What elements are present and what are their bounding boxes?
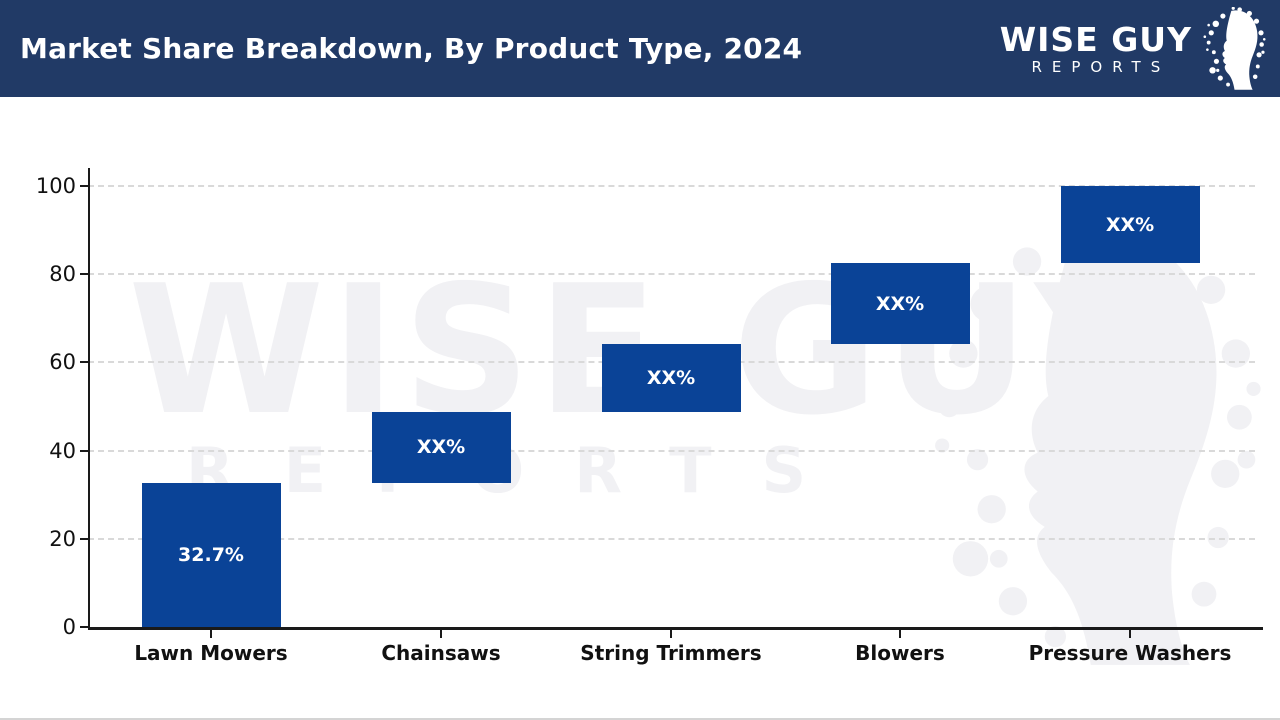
x-tick-label: Blowers xyxy=(855,641,945,665)
x-tick xyxy=(1129,630,1131,638)
x-tick-label: Pressure Washers xyxy=(1028,641,1232,665)
y-gridline xyxy=(88,449,1255,452)
y-tick xyxy=(80,626,88,628)
bar: XX% xyxy=(830,263,970,345)
waterfall-chart: 0 20 40 60 80 100 32.7% Lawn Mowers XX% Chainsaws… xyxy=(0,97,1280,720)
header-bar: Market Share Breakdown, By Product Type,… xyxy=(0,0,1280,97)
y-axis-line xyxy=(88,168,90,627)
bar-value-label: 32.7% xyxy=(178,543,244,566)
y-tick-label: 20 xyxy=(49,526,76,551)
x-tick-label: Lawn Mowers xyxy=(134,641,288,665)
x-axis-line xyxy=(88,627,1263,630)
y-tick xyxy=(80,537,88,540)
bar: 32.7% xyxy=(141,482,281,627)
y-tick xyxy=(80,449,88,452)
logo-wordmark: WISE GUY xyxy=(999,19,1192,59)
bar: XX% xyxy=(371,411,511,483)
y-tick-label: 100 xyxy=(35,174,76,198)
x-tick xyxy=(899,630,901,638)
y-tick-label: 80 xyxy=(49,262,76,287)
x-tick-label: Chainsaws xyxy=(381,641,501,665)
x-tick-label: String Trimmers xyxy=(580,641,762,665)
page-title: Market Share Breakdown, By Product Type,… xyxy=(20,32,803,65)
bar: XX% xyxy=(1060,186,1200,264)
wise-guy-logo: WISE GUY REPORTS xyxy=(1000,6,1280,91)
bar-value-label: XX% xyxy=(875,292,925,315)
y-tick-label: 60 xyxy=(49,350,76,375)
y-gridline xyxy=(88,273,1255,276)
bar-value-label: XX% xyxy=(416,436,466,459)
x-tick xyxy=(210,630,212,638)
logo-subtitle: REPORTS xyxy=(1031,57,1171,76)
x-tick xyxy=(670,630,672,638)
bar: XX% xyxy=(601,344,741,412)
logo-head-icon xyxy=(1203,6,1266,90)
footer-divider xyxy=(0,718,1280,720)
logo-text: WISE GUY REPORTS xyxy=(1000,23,1192,75)
y-gridline xyxy=(88,185,1255,187)
bar-value-label: XX% xyxy=(1105,213,1155,236)
y-gridline xyxy=(88,537,1255,540)
y-tick xyxy=(80,273,88,276)
y-tick-label: 0 xyxy=(62,615,76,639)
y-tick-label: 40 xyxy=(49,438,76,463)
y-tick xyxy=(80,185,88,187)
x-tick xyxy=(440,630,442,638)
bar-value-label: XX% xyxy=(646,367,696,390)
y-tick xyxy=(80,361,88,364)
